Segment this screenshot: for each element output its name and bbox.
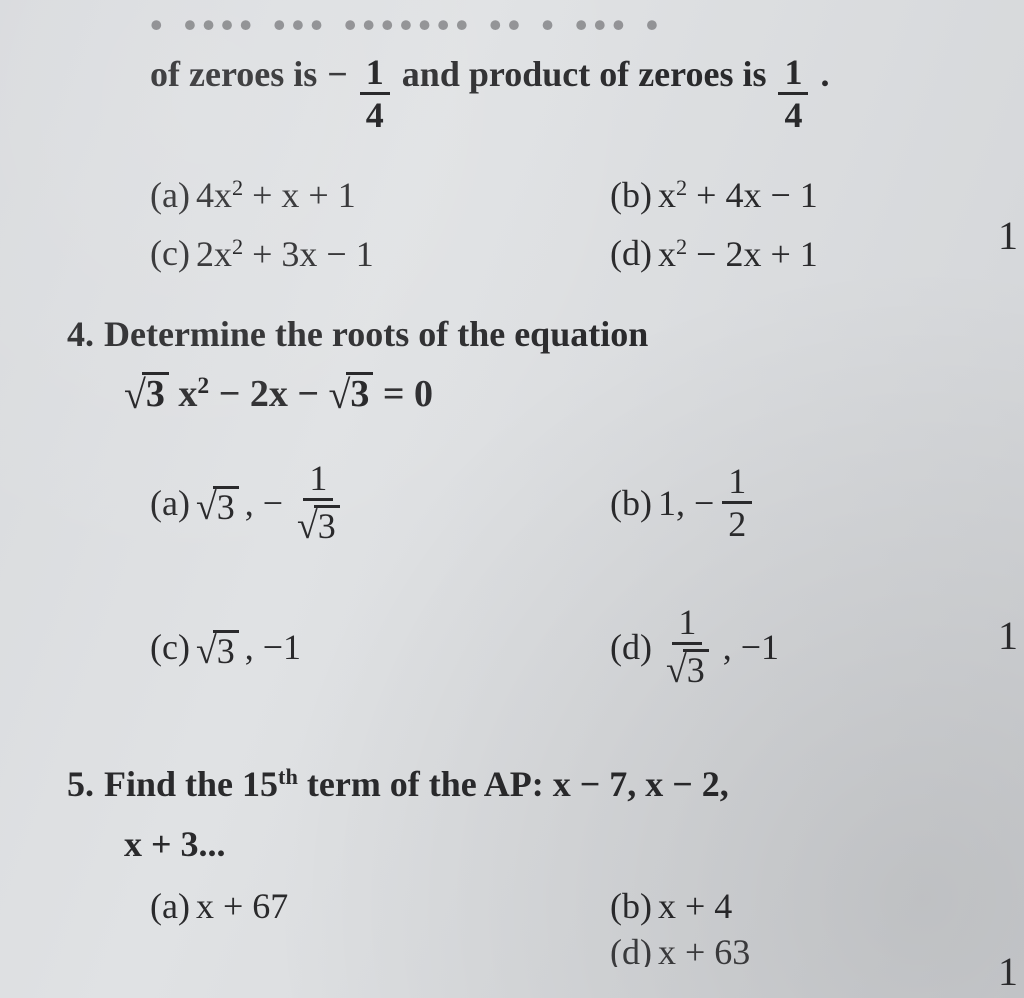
q5-b-text: x + 4 xyxy=(658,887,732,927)
q3-frac2: 1 4 xyxy=(778,54,808,133)
q5-stem-line2: x + 3... xyxy=(40,820,1014,870)
q5-d-text: x + 63 xyxy=(658,933,750,967)
q4-option-d: (d) 1 3 , −1 xyxy=(610,606,1014,690)
q3-b-label: (b) xyxy=(610,176,652,216)
q5-option-a: (a) x + 67 xyxy=(150,887,580,927)
q3-a-label: (a) xyxy=(150,176,190,216)
q3-stem-end: . xyxy=(820,50,829,100)
q5-stem: Find the 15th term of the AP: x − 7, x −… xyxy=(104,760,729,810)
q3-frac1-num: 1 xyxy=(360,54,390,95)
q4-option-c: (c) 3, −1 xyxy=(150,606,580,690)
q3-stem-neg: − xyxy=(327,50,348,100)
q4-a-label: (a) xyxy=(150,484,190,524)
q5-options-cut: (d) x + 63 xyxy=(40,933,1014,967)
sqrt-icon: 3 xyxy=(124,372,169,415)
q3-marks: 1 xyxy=(998,212,1018,259)
q5: 5. Find the 15th term of the AP: x − 7, … xyxy=(40,760,1014,967)
q3-prev-fragment: • •••• ••• ••••••• •• • ••• • xyxy=(40,4,1014,46)
q4-b-frac: 1 2 xyxy=(722,463,752,542)
q4-option-b: (b) 1, − 1 2 xyxy=(610,462,1014,546)
q4-a-frac: 1 3 xyxy=(291,460,346,544)
q3-frac2-num: 1 xyxy=(778,54,808,95)
q4-b-label: (b) xyxy=(610,484,652,524)
q3-options: (a) 4x2 + x + 1 (b) x2 + 4x − 1 (c) 2x2 … xyxy=(40,175,1014,274)
q4-equation: 3 x2 − 2x − 3 = 0 xyxy=(40,368,1014,420)
q4-d-label: (d) xyxy=(610,628,652,668)
sqrt-icon: 3 xyxy=(329,372,374,415)
q3-option-c: (c) 2x2 + 3x − 1 xyxy=(150,234,580,275)
q3-stem-part1: of zeroes is xyxy=(40,50,317,100)
q3-option-b: (b) x2 + 4x − 1 xyxy=(610,175,1014,216)
q5-number: 5. xyxy=(40,763,94,805)
q3-stem-part2: and product of zeroes is xyxy=(402,50,767,100)
q3-c-label: (c) xyxy=(150,234,190,274)
q5-marks: 1 xyxy=(998,948,1018,995)
q3-b-expr: x2 + 4x − 1 xyxy=(658,175,818,216)
sqrt-icon: 3 xyxy=(196,486,239,527)
q3-frac1: 1 4 xyxy=(360,54,390,133)
q5-d-label: (d) xyxy=(610,933,652,967)
q3-frac2-den: 4 xyxy=(778,95,808,133)
q3-d-expr: x2 − 2x + 1 xyxy=(658,234,818,275)
q4-options: (a) 3, − 1 3 (b) 1, − 1 2 (c) 3, −1 (d) … xyxy=(40,462,1014,690)
q4-number: 4. xyxy=(40,313,94,355)
q3-stem-line: of zeroes is − 1 4 and product of zeroes… xyxy=(40,50,1014,135)
q5-option-b: (b) x + 4 xyxy=(610,887,1014,927)
q4-option-a: (a) 3, − 1 3 xyxy=(150,462,580,546)
sqrt-icon: 3 xyxy=(297,505,340,546)
q3-option-d: (d) x2 − 2x + 1 xyxy=(610,234,1014,275)
q3-a-expr: 4x2 + x + 1 xyxy=(196,175,356,216)
q3-frac1-den: 4 xyxy=(360,95,390,133)
q5-a-label: (a) xyxy=(150,887,190,927)
q4: 4. Determine the roots of the equation 3… xyxy=(40,310,1014,690)
sqrt-icon: 3 xyxy=(196,630,239,671)
q5-option-d-fragment: (d) x + 63 xyxy=(610,933,1014,967)
q4-stem: Determine the roots of the equation xyxy=(104,310,648,360)
q5-a-text: x + 67 xyxy=(196,887,288,927)
q3-d-label: (d) xyxy=(610,234,652,274)
q4-c-label: (c) xyxy=(150,628,190,668)
q3-option-a: (a) 4x2 + x + 1 xyxy=(150,175,580,216)
q4-marks: 1 xyxy=(998,612,1018,659)
q5-options: (a) x + 67 (b) x + 4 xyxy=(40,887,1014,927)
q5-b-label: (b) xyxy=(610,887,652,927)
q3-c-expr: 2x2 + 3x − 1 xyxy=(196,234,374,275)
q4-stem-line: 4. Determine the roots of the equation xyxy=(40,310,1014,360)
q4-d-frac: 1 3 xyxy=(660,604,715,688)
q5-stem-line1: 5. Find the 15th term of the AP: x − 7, … xyxy=(40,760,1014,810)
sqrt-icon: 3 xyxy=(666,649,709,690)
